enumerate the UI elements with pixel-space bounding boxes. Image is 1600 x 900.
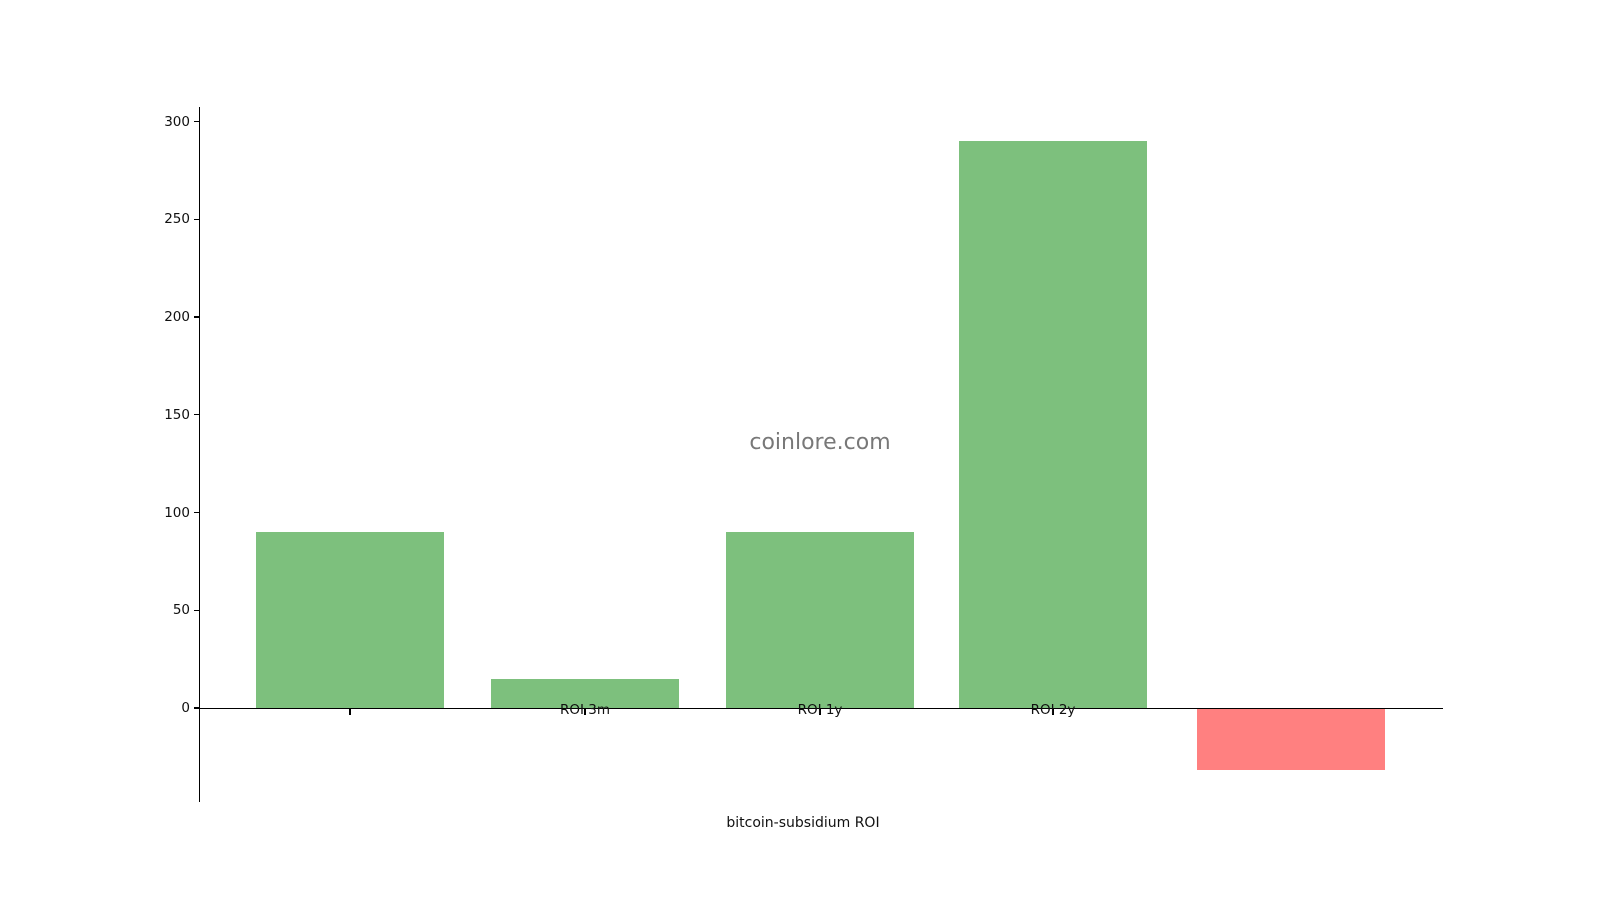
- bar-roi-3m: [491, 678, 679, 708]
- y-tick-mark-200: [194, 316, 200, 318]
- x-tick-label-roi-1y: ROI 1y: [797, 702, 843, 718]
- y-tick-label-0: 0: [181, 700, 190, 716]
- watermark-text: coinlore.com: [749, 430, 891, 455]
- bar-index-0: [256, 532, 444, 708]
- y-tick-label-300: 300: [164, 113, 190, 130]
- x-tick-mark-1: [584, 709, 586, 715]
- bar-roi-2y: [959, 141, 1147, 708]
- y-tick-mark-300: [194, 120, 200, 123]
- y-tick-mark-100: [194, 511, 200, 514]
- y-tick-label-150: 150: [164, 406, 190, 423]
- x-axis-title: bitcoin-subsidium ROI: [726, 815, 880, 831]
- x-tick-mark-3: [1052, 709, 1054, 715]
- y-tick-mark-150: [194, 414, 200, 416]
- x-tick-label-roi-3m: ROI 3m: [559, 702, 611, 718]
- y-tick-mark-250: [194, 218, 200, 220]
- y-tick-label-200: 200: [164, 309, 190, 325]
- x-tick-mark-0: [349, 709, 351, 715]
- bar-roi-1y: [726, 532, 914, 708]
- y-tick-label-250: 250: [164, 211, 190, 228]
- y-tick-label-100: 100: [164, 504, 190, 521]
- x-tick-label-roi-2y: ROI 2y: [1030, 702, 1076, 718]
- x-tick-mark-2: [819, 709, 821, 715]
- y-tick-mark-50: [194, 609, 200, 611]
- y-axis-line: [199, 107, 201, 802]
- bar-index-4: [1197, 709, 1385, 770]
- y-tick-label-50: 50: [172, 602, 190, 619]
- x-axis-zero-line: [197, 707, 1443, 709]
- y-tick-mark-0: [194, 707, 200, 709]
